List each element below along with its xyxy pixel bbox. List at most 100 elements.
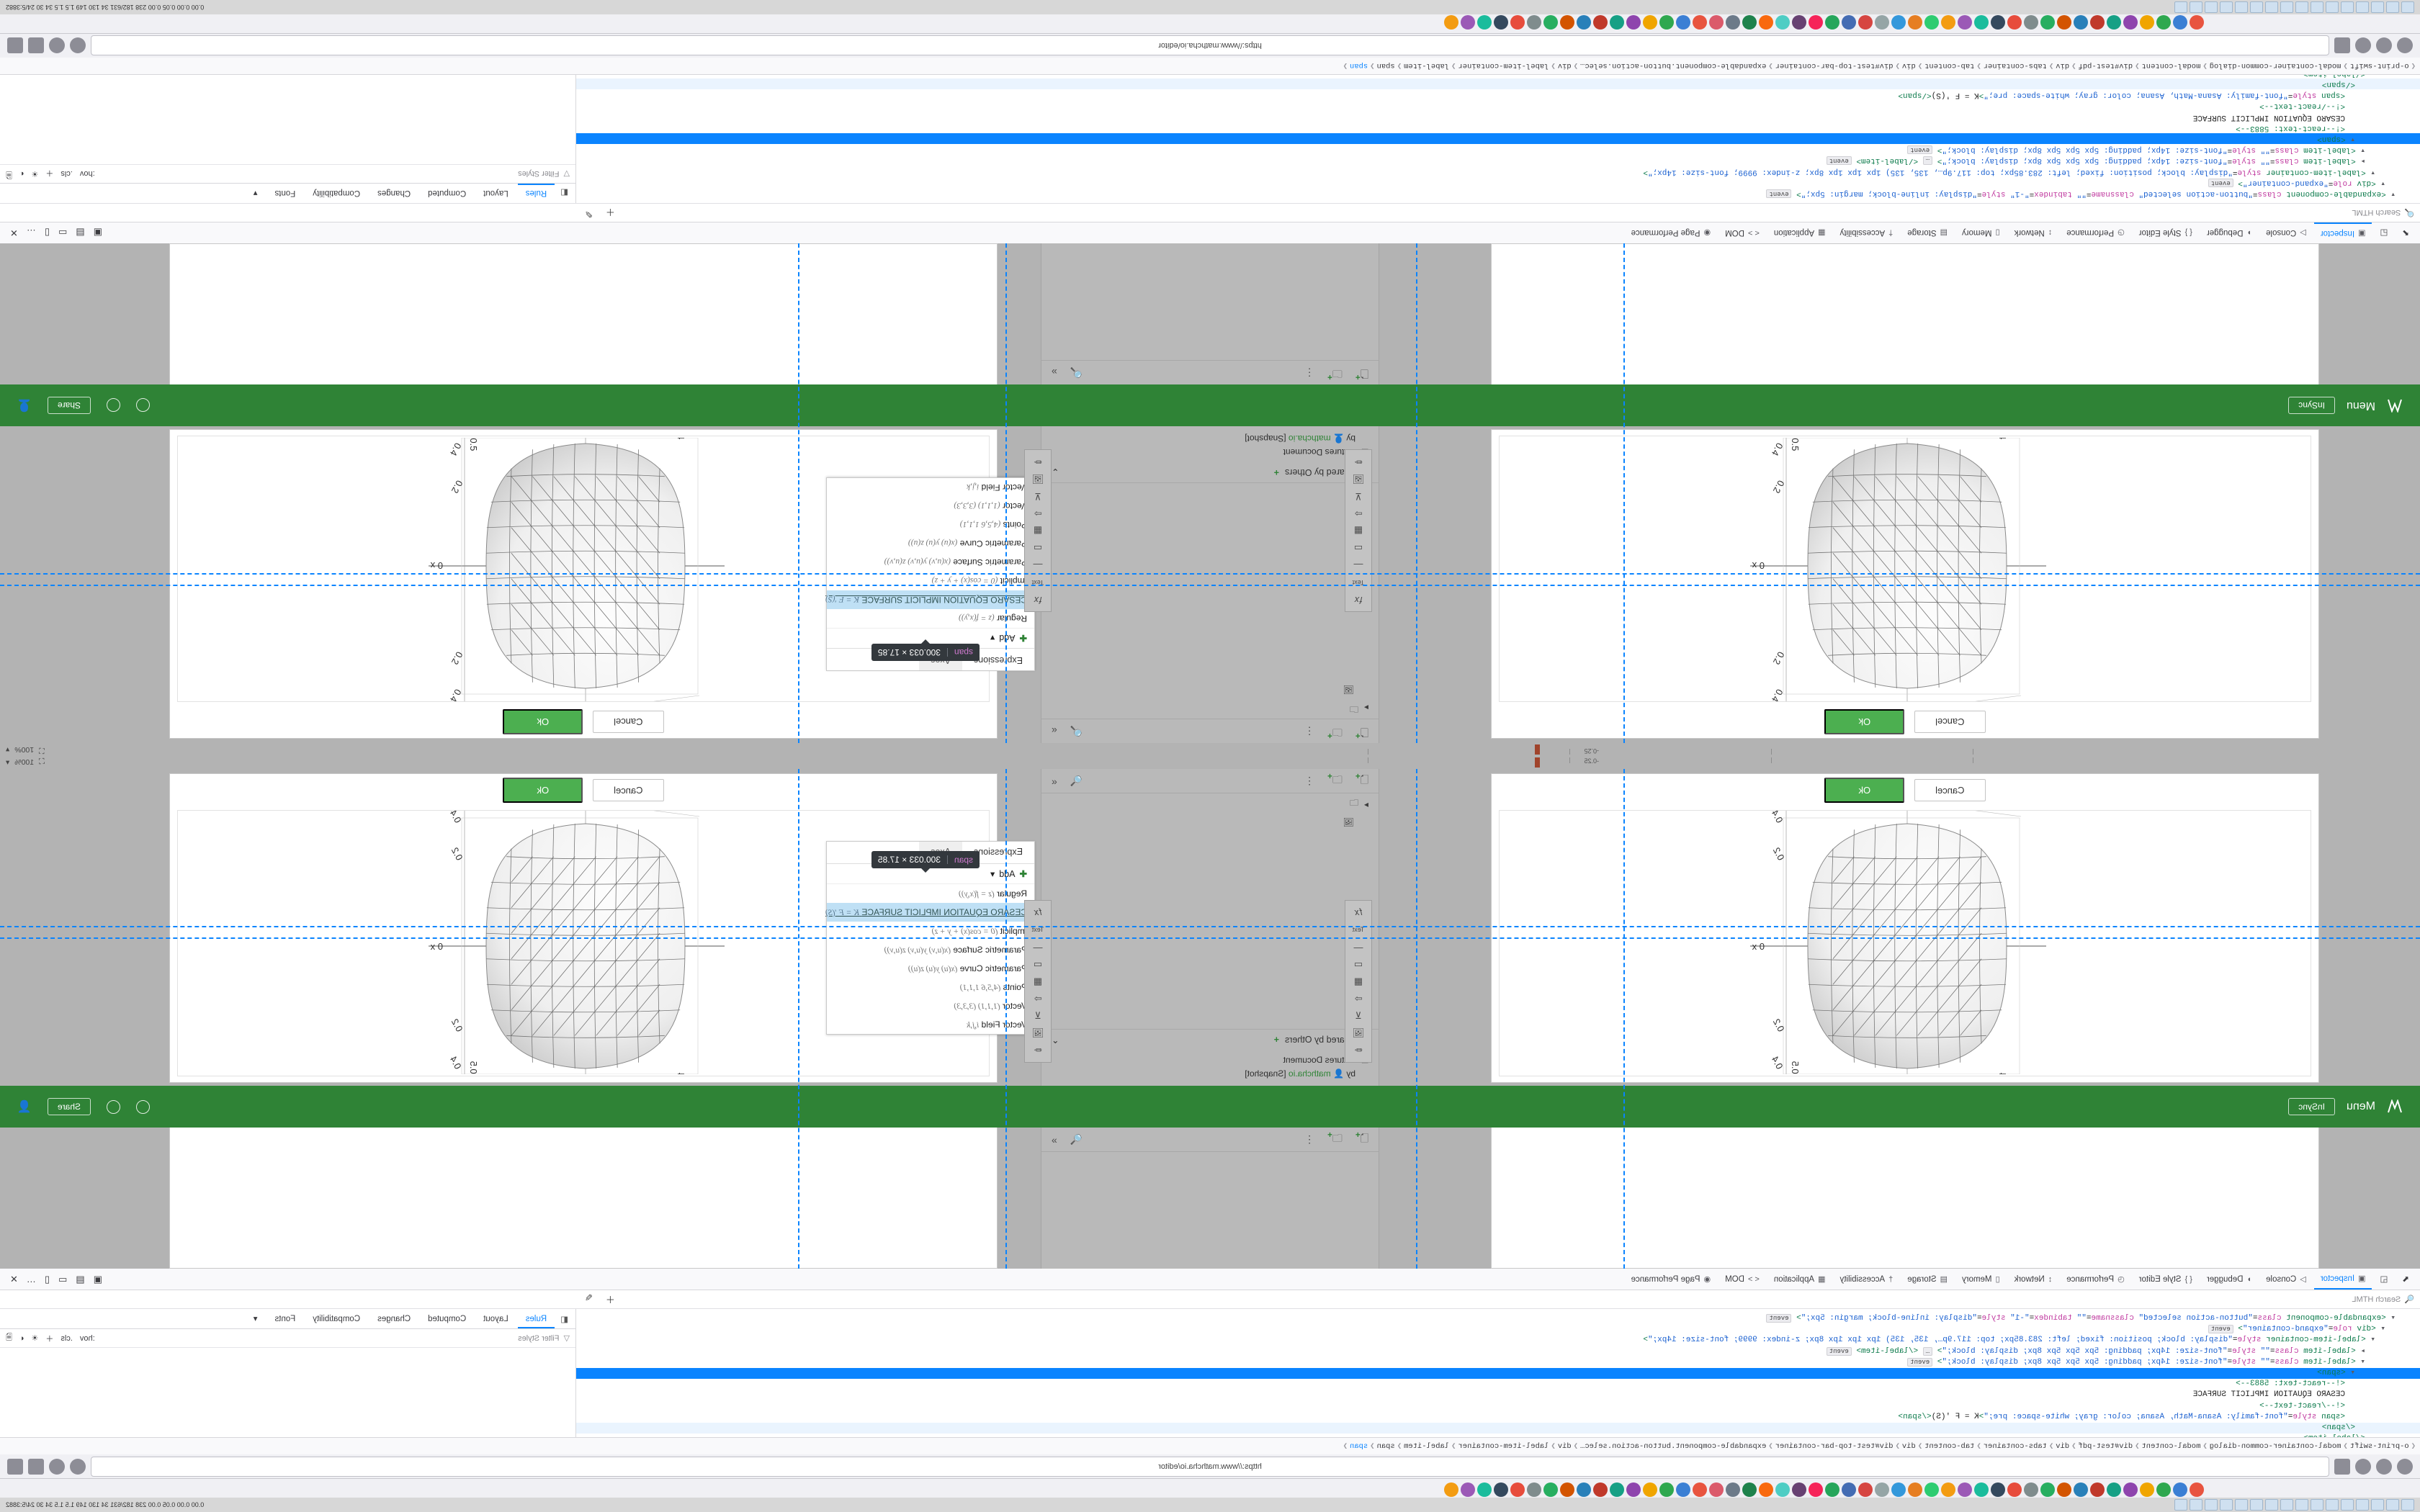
bookmark-icon[interactable] [1560, 15, 1574, 30]
bookmark-icon[interactable] [1643, 15, 1657, 30]
bookmark-icon[interactable] [1742, 1482, 1757, 1497]
bookmark-icon[interactable] [2040, 1482, 2055, 1497]
url-bar[interactable]: https://www.mathcha.io/editor [91, 35, 2329, 56]
bookmark-icon[interactable] [1958, 15, 1972, 30]
taskbar-window-button[interactable] [2386, 1, 2399, 13]
bookmark-icon[interactable] [1610, 15, 1624, 30]
tool-fx[interactable]: 𝑓𝑥 [1034, 595, 1042, 606]
back-icon[interactable] [2397, 37, 2413, 54]
light-dark-icon[interactable]: ☀ [31, 169, 39, 178]
plot-canvas-left[interactable]: 0 x 0.2 0.4 0.2 0.4 -0.5 0 0.5 z -0.4 0.… [1499, 810, 2311, 1076]
grid-icon[interactable]: ▦ [1353, 976, 1363, 986]
zoom-control[interactable]: ⛶ 100% ▾ [6, 745, 45, 755]
new-folder-icon[interactable]: 🗀+ [1327, 1130, 1343, 1144]
chevron-right-icon[interactable]: ▸ [1363, 798, 1368, 809]
breadcrumb-item[interactable]: span [1376, 61, 1395, 71]
bookmark-icon[interactable] [2190, 15, 2204, 30]
taskbar-window-button[interactable] [2371, 1, 2384, 13]
bookmark-icon[interactable] [1527, 15, 1541, 30]
expression-type-item[interactable]: Vector Field i,j,k [827, 478, 1034, 497]
pick-element-icon[interactable]: ⬉ [2402, 228, 2409, 238]
breadcrumb-item[interactable]: label-item [1404, 1441, 1450, 1451]
bookmark-icon[interactable] [1842, 15, 1856, 30]
search-icon[interactable]: 🔍 [1070, 775, 1083, 786]
markup-line[interactable]: ▾ <label-item-container style="display: … [1643, 1336, 2375, 1345]
bookmark-icon[interactable] [1510, 1482, 1525, 1497]
breadcrumb-item[interactable]: modal-content [2141, 1441, 2201, 1451]
axes-icon[interactable]: ⊻ [1355, 491, 1362, 502]
share-button[interactable]: Share [47, 397, 91, 414]
warning-icon[interactable] [135, 1099, 150, 1114]
rules-filter[interactable]: ▽ Filter Styles :hov .cls ＋ ☀ ◐ 🗎 [0, 164, 575, 183]
axes-icon[interactable]: ⊻ [1034, 491, 1041, 502]
pick-element-icon[interactable]: ▭ [58, 228, 68, 239]
breadcrumb-item[interactable]: span [1349, 1441, 1368, 1451]
bookmark-icon[interactable] [1643, 1482, 1657, 1497]
contrast-icon[interactable]: ◐ [19, 1333, 24, 1343]
kebab-menu-icon[interactable]: ⋮ [1304, 726, 1315, 737]
kebab-menu-icon[interactable]: ⋮ [1304, 775, 1315, 786]
markup-line[interactable]: </span> [576, 1423, 2420, 1434]
taskbar-window-button[interactable] [2190, 1499, 2202, 1511]
pencil-icon[interactable]: ✏ [1034, 456, 1042, 467]
bookmark-icon[interactable] [1759, 1482, 1773, 1497]
expression-type-item[interactable]: Parametric Surface (x(u,v) y(u,v) z(u,v)… [827, 553, 1034, 572]
info-icon[interactable] [106, 1099, 120, 1114]
tab-application[interactable]: ▦ Application [1767, 1269, 1832, 1290]
responsive-design-icon[interactable]: ◱ [2380, 1274, 2388, 1284]
markup-line[interactable]: </span> [576, 78, 2420, 89]
breadcrumb-item[interactable]: div#test-top-bar-container [1775, 61, 1894, 71]
bookmark-icon[interactable] [2024, 15, 2038, 30]
bookmark-icon[interactable] [1924, 15, 1939, 30]
rules-tab-fonts[interactable]: Fonts [274, 189, 296, 198]
bookmark-icon[interactable] [1991, 1482, 2005, 1497]
breadcrumb-item[interactable]: tab-content [1924, 1441, 1975, 1451]
share-button[interactable]: Share [47, 1098, 91, 1115]
bookmark-icon[interactable] [1477, 1482, 1492, 1497]
markup-line[interactable]: <!--react-text: 5883--> [2236, 123, 2345, 132]
bookmark-icon[interactable] [1560, 1482, 1574, 1497]
breadcrumb-item[interactable]: div [2056, 1441, 2070, 1451]
list-item[interactable]: ▸ 🗀 [1041, 793, 1379, 814]
add-node-icon[interactable]: ＋ [605, 207, 615, 217]
markup-line[interactable]: </label-item> [576, 1434, 2420, 1437]
info-icon[interactable] [106, 398, 120, 413]
bookmark-icon[interactable] [1924, 1482, 1939, 1497]
breadcrumb[interactable]: ❮ o-print-swift ❯ modal-container-common-di… [0, 1437, 2420, 1454]
markup-line[interactable]: ▾ <label-item class="" style="font-size:… [576, 1357, 2420, 1368]
bookmark-icon[interactable] [1941, 15, 1955, 30]
grid-icon[interactable]: ▦ [1033, 976, 1043, 986]
split-console-icon[interactable]: ▯ [44, 228, 50, 239]
new-file-icon[interactable]: 🗋+ [1355, 772, 1368, 786]
bookmark-icon[interactable] [1825, 15, 1839, 30]
axes-icon[interactable]: ⊻ [1034, 1010, 1041, 1021]
tab-debugger[interactable]: ◗ Debugger [2200, 1269, 2258, 1290]
markup-line[interactable]: CESARO EQUATION IMPLICIT SURFACE [2192, 1390, 2345, 1400]
new-file-icon[interactable]: 🗋+ [1355, 1130, 1368, 1144]
close-icon[interactable]: ✕ [10, 228, 18, 239]
bookmark-icon[interactable] [1593, 1482, 1608, 1497]
new-folder-icon[interactable]: 🗀+ [1327, 726, 1343, 740]
bookmark-icon[interactable] [1626, 15, 1641, 30]
image-icon[interactable]: 🖼 [1352, 474, 1365, 485]
taskbar-window-button[interactable] [2220, 1, 2233, 13]
taskbar-window-button[interactable] [2280, 1499, 2293, 1511]
light-dark-icon[interactable]: ☀ [31, 1334, 39, 1343]
tab-inspector[interactable]: ▣ Inspector [2313, 222, 2372, 243]
meatball-menu-icon[interactable]: … [26, 1274, 36, 1284]
new-file-icon[interactable]: 🗋+ [1355, 368, 1368, 382]
home-icon[interactable] [2334, 1458, 2350, 1475]
account-icon[interactable] [49, 37, 65, 54]
pick-element-icon[interactable]: ⬉ [2402, 1274, 2409, 1284]
bookmark-icon[interactable] [2057, 1482, 2071, 1497]
responsive-design-icon[interactable]: ▤ [76, 1273, 85, 1284]
image-icon[interactable]: 🖼 [1031, 1027, 1044, 1038]
responsive-design-icon[interactable]: ◱ [2380, 228, 2388, 238]
markup-line[interactable]: <!--react-text: 5883--> [2236, 1380, 2345, 1389]
tool-fx[interactable]: 𝑓𝑥 [1354, 595, 1363, 606]
plot-canvas-left[interactable]: 0 x 0.2 0.4 0.2 0.4 -0.5 0 0.5 z -0.4 0.… [1499, 436, 2311, 702]
bookmark-icon[interactable] [2074, 1482, 2088, 1497]
breadcrumb-item[interactable]: tab-content [1924, 61, 1975, 71]
tab-performance[interactable]: ◷ Performance [2060, 223, 2130, 243]
bookmark-icon[interactable] [1809, 15, 1823, 30]
